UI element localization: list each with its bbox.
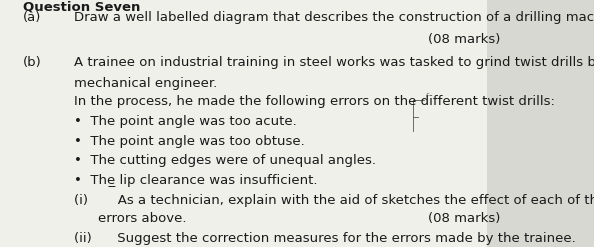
FancyBboxPatch shape [487, 0, 594, 247]
Text: Draw a well labelled diagram that describes the construction of a drilling machi: Draw a well labelled diagram that descri… [74, 11, 594, 24]
Text: In the process, he made the following errors on the different twist drills:: In the process, he made the following er… [74, 95, 555, 108]
Text: errors above.: errors above. [98, 212, 187, 226]
Text: (08 marks): (08 marks) [428, 212, 500, 226]
Text: Question Seven: Question Seven [23, 0, 140, 13]
Text: mechanical engineer.: mechanical engineer. [74, 77, 217, 90]
Text: (i)       As a technician, explain with the aid of sketches the effect of each o: (i) As a technician, explain with the ai… [74, 194, 594, 207]
Text: •  The point angle was too acute.: • The point angle was too acute. [74, 115, 297, 128]
Text: A trainee on industrial training in steel works was tasked to grind twist drills: A trainee on industrial training in stee… [74, 56, 594, 69]
Text: r--: r-- [426, 92, 434, 98]
Text: (ii)      Suggest the correction measures for the errors made by the trainee.: (ii) Suggest the correction measures for… [74, 232, 576, 245]
Text: (b): (b) [23, 56, 42, 69]
Text: (08 marks): (08 marks) [428, 33, 500, 46]
Text: •  The point angle was too obtuse.: • The point angle was too obtuse. [74, 135, 305, 148]
Text: •  The̲ lip clearance was insufficient.: • The̲ lip clearance was insufficient. [74, 174, 318, 187]
Text: •  The cutting edges were of unequal angles.: • The cutting edges were of unequal angl… [74, 154, 376, 167]
Text: (a): (a) [23, 11, 41, 24]
